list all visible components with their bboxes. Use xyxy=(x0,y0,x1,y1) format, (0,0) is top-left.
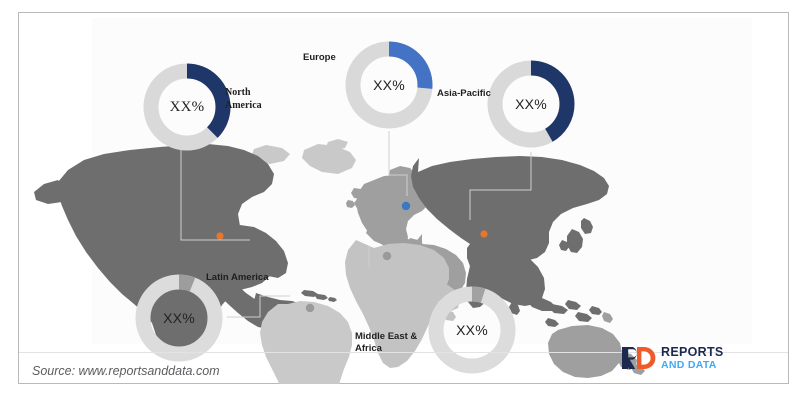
region-label-europe: Europe xyxy=(303,52,336,63)
reports-and-data-logo[interactable]: REPORTS AND DATA xyxy=(622,346,724,370)
rd-monogram-icon xyxy=(622,347,656,369)
map-region-south-america xyxy=(260,301,352,384)
marker-united-states xyxy=(216,232,224,240)
region-label-asia-pacific: Asia-Pacific xyxy=(437,88,491,99)
marker-china xyxy=(480,230,488,238)
logo-line-reports: REPORTS xyxy=(661,345,724,359)
region-label-north-america: North America xyxy=(225,87,262,111)
donut-value-europe: XX% xyxy=(373,77,405,93)
donut-north-america[interactable]: XX% xyxy=(139,59,235,155)
donut-latin-america[interactable]: XX% xyxy=(131,270,227,366)
donut-value-middle-east-africa: XX% xyxy=(456,322,488,338)
footer-divider xyxy=(19,352,788,353)
donut-asia-pacific[interactable]: XX% xyxy=(483,56,579,152)
donut-arc-north-america xyxy=(143,63,231,151)
marker-brazil xyxy=(305,303,315,313)
donut-value-latin-america: XX% xyxy=(163,310,195,326)
donut-value-asia-pacific: XX% xyxy=(515,96,547,112)
logo-wordmark: REPORTS AND DATA xyxy=(661,346,724,370)
donut-europe[interactable]: XX% xyxy=(341,37,437,133)
donut-arc-europe xyxy=(345,41,433,129)
marker-russia xyxy=(401,201,411,211)
donut-arc-asia-pacific xyxy=(487,60,575,148)
donut-value-north-america: XX% xyxy=(169,98,205,115)
donut-arc-latin-america xyxy=(135,274,223,362)
region-label-latin-america: Latin America xyxy=(206,272,269,283)
marker-north-africa xyxy=(382,251,392,261)
donut-middle-east-africa[interactable]: XX% xyxy=(424,282,520,378)
donut-arc-middle-east-africa xyxy=(428,286,516,374)
source-citation: Source: www.reportsanddata.com xyxy=(32,364,220,378)
region-label-middle-east-africa: Middle East & Africa xyxy=(355,331,418,354)
logo-line-and-data: AND DATA xyxy=(661,358,717,371)
